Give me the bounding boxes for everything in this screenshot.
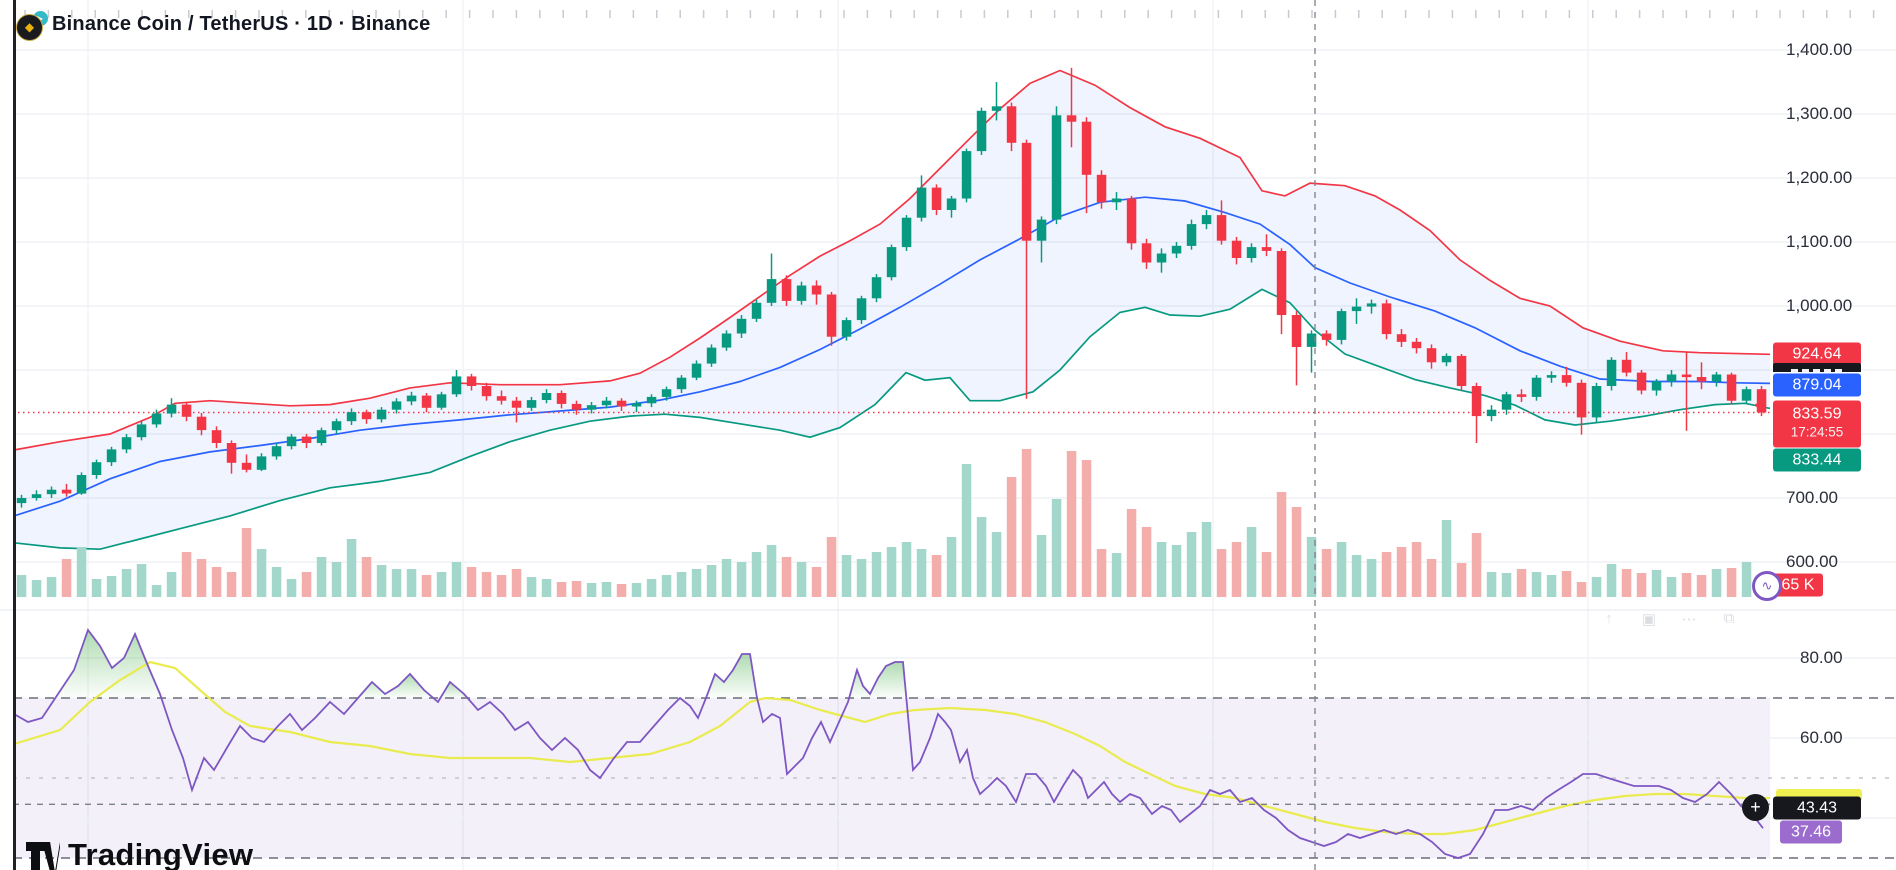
crosshair-value-badge[interactable]: 43.43 [1773, 796, 1861, 820]
pane-move-up-icon[interactable]: ↑ [1605, 610, 1613, 627]
pane-delete-icon[interactable]: ▣ [1641, 611, 1657, 628]
tradingview-wordmark: TradingView [68, 837, 254, 870]
price-axis-label: 600.00 [1786, 552, 1838, 571]
rsi-axis-label: 60.00 [1800, 728, 1843, 747]
price-axis-label: 1,300.00 [1786, 104, 1853, 123]
bnb-coin-icon: ◆ [16, 14, 43, 41]
symbol-title[interactable]: Binance Coin / TetherUS · 1D · Binance [52, 13, 431, 35]
pane-controls: ↑ ▣ ⋯ ⧉ [1600, 610, 1738, 628]
tradingview-logo-icon [26, 840, 60, 870]
last-price-badge[interactable]: 833.59 17:24:55 [1773, 400, 1861, 448]
pane-collapse-icon[interactable]: ⧉ [1723, 610, 1735, 627]
add-alert-plus-button[interactable]: + [1742, 794, 1769, 821]
left-edge-divider [13, 0, 16, 870]
rsi-value-badge[interactable]: 37.46 [1780, 820, 1842, 844]
volume-value-badge[interactable]: 65 K [1773, 573, 1823, 597]
price-axis-label: 1,100.00 [1786, 232, 1853, 251]
tradingview-watermark: TradingView [26, 837, 254, 870]
bb-upper-value-badge[interactable]: 924.64 [1773, 342, 1861, 366]
price-direction-arrow-icon: ➘ [1753, 400, 1766, 417]
price-axis-label: 700.00 [1786, 488, 1838, 507]
price-axis-label: 1,000.00 [1786, 296, 1853, 315]
price-axis-label: 1,400.00 [1786, 40, 1853, 59]
bb-lower-value-badge[interactable]: 833.44 [1773, 448, 1861, 472]
binance-coin-icon: ◆ [16, 11, 48, 41]
bb-mid-value-badge[interactable]: 879.04 [1773, 373, 1861, 397]
price-axis-label: 1,200.00 [1786, 168, 1853, 187]
volume-indicator-icon[interactable]: ∿ [1752, 571, 1782, 601]
rsi-axis-label: 80.00 [1800, 648, 1843, 667]
pane-settings-icon[interactable]: ⋯ [1681, 611, 1697, 628]
occluded-crosshair-label [1773, 363, 1861, 372]
